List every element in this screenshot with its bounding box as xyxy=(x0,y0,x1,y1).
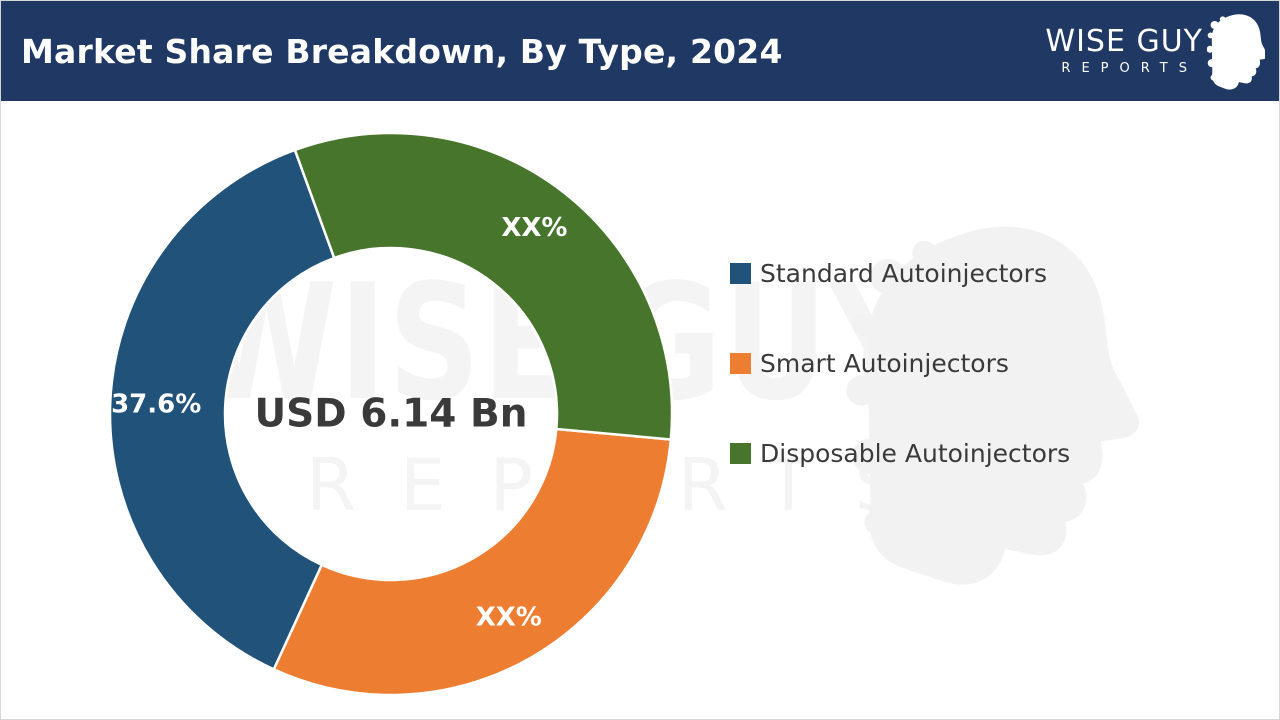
chart-center-value: USD 6.14 Bn xyxy=(255,392,528,437)
header: Market Share Breakdown, By Type, 2024 WI… xyxy=(1,1,1279,101)
legend-item-disposable-autoinjectors: Disposable Autoinjectors xyxy=(730,433,1070,473)
brand-subtitle: REPORTS xyxy=(1061,61,1199,76)
brand-logo: WISE GUY REPORTS xyxy=(1045,10,1265,92)
brand-face-icon xyxy=(1207,14,1265,90)
pie-segment-label: XX% xyxy=(476,602,542,632)
brand-name: WISE GUY xyxy=(1045,24,1203,59)
pie-segment-standard-autoinjectors xyxy=(108,148,336,671)
legend-swatch-smart xyxy=(730,352,751,374)
donut-chart: 37.6% XX% XX% USD 6.14 Bn xyxy=(108,131,674,697)
pie-segment-label: 37.6% xyxy=(111,390,201,420)
legend-label: Disposable Autoinjectors xyxy=(760,438,1071,468)
legend-item-standard-autoinjectors: Standard Autoinjectors xyxy=(730,253,1070,293)
chart-legend: Standard Autoinjectors Smart Autoinjecto… xyxy=(730,253,1070,523)
pie-segment-disposable-autoinjectors xyxy=(293,131,674,441)
page-title: Market Share Breakdown, By Type, 2024 xyxy=(21,31,783,71)
legend-swatch-standard xyxy=(730,262,751,284)
pie-segment-label: XX% xyxy=(501,213,567,243)
pie-segment-smart-autoinjectors xyxy=(272,427,673,697)
brand-logo-text: WISE GUY REPORTS xyxy=(1045,24,1203,76)
legend-swatch-disposable xyxy=(730,442,751,464)
legend-label: Smart Autoinjectors xyxy=(760,348,1009,378)
legend-label: Standard Autoinjectors xyxy=(760,258,1047,288)
legend-item-smart-autoinjectors: Smart Autoinjectors xyxy=(730,343,1070,383)
